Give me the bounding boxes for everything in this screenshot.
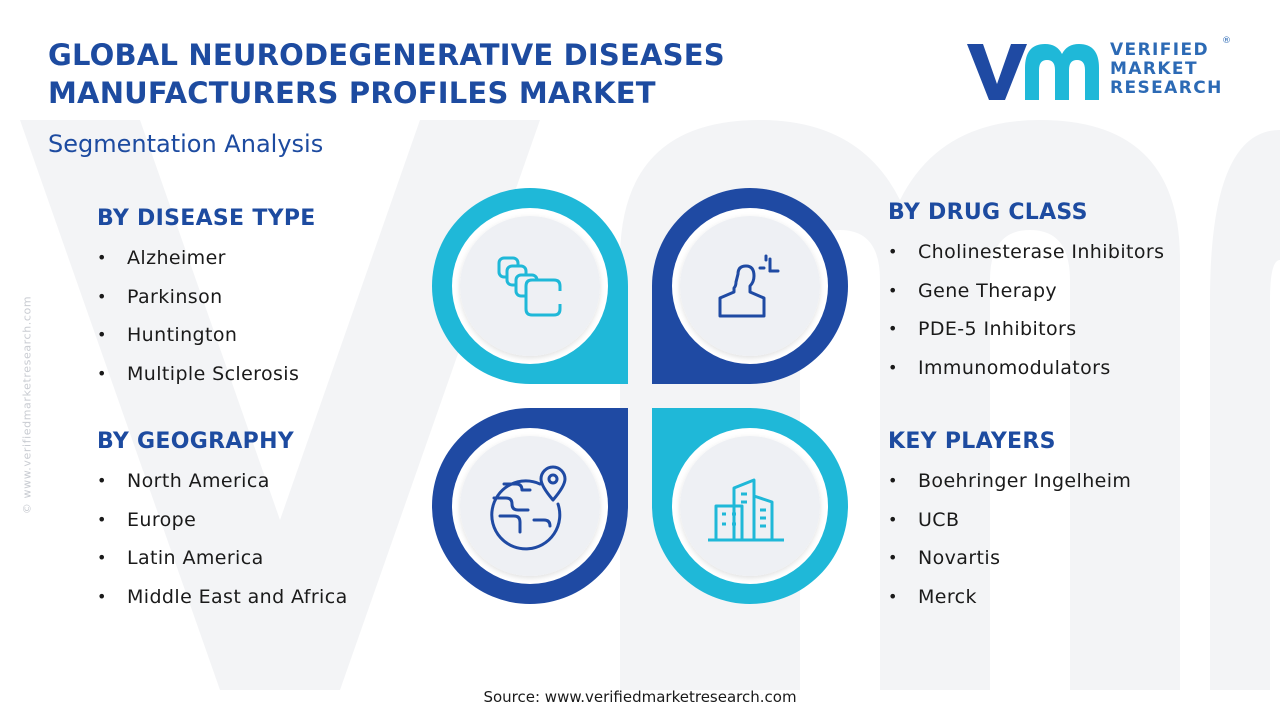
source-label: Source: [483, 688, 541, 706]
verified-market-research-logo: VERIFIED MARKET RESEARCH ® [965, 36, 1235, 104]
bullet-icon: • [888, 509, 898, 529]
list-item-label: Novartis [918, 547, 1001, 569]
vmr-logo-mark-icon [967, 44, 1099, 100]
bullet-icon: • [97, 548, 107, 567]
segment-geography: BY GEOGRAPHY • North America • Europe • Lat… [97, 429, 348, 616]
segment-list: • Cholinesterase Inhibitors • Gene Therapy… [888, 233, 1164, 387]
list-item: • Novartis [888, 539, 1131, 578]
list-item-label: UCB [918, 508, 960, 531]
bullet-icon: • [97, 248, 107, 267]
city-buildings-icon [708, 478, 784, 542]
quadrant-bottom-right [652, 408, 848, 604]
list-item: • Huntington [97, 316, 316, 355]
page-title-line-2: MANUFACTURERS PROFILES MARKET [48, 76, 656, 110]
source-footer: Source: www.verifiedmarketresearch.com [0, 688, 1280, 706]
list-item-label: Boehringer Ingelheim [918, 470, 1132, 492]
list-item-label: Multiple Sclerosis [127, 362, 300, 385]
list-item: • Gene Therapy [888, 272, 1164, 311]
list-item: • Europe [97, 501, 348, 540]
list-item-label: Parkinson [127, 285, 223, 308]
list-item: • Merck [888, 578, 1131, 617]
list-item-label: Merck [918, 585, 977, 608]
quadrant-top-right [652, 188, 848, 384]
list-item: • Boehringer Ingelheim [888, 462, 1131, 501]
bullet-icon: • [888, 357, 898, 377]
list-item-label: Latin America [127, 547, 264, 569]
bullet-icon: • [97, 286, 107, 306]
bullet-icon: • [888, 242, 898, 261]
bullet-icon: • [888, 319, 898, 338]
list-item-label: Huntington [127, 324, 238, 346]
list-item-label: Middle East and Africa [127, 585, 348, 608]
segment-list: • North America • Europe • Latin America • M… [97, 462, 348, 616]
list-item-label: Alzheimer [127, 247, 226, 269]
logo-line-2: MARKET [1110, 59, 1198, 79]
quadrant-bottom-left [432, 408, 628, 604]
segment-disease-type: BY DISEASE TYPE • Alzheimer • Parkinson • H… [97, 206, 316, 393]
registered-mark: ® [1222, 36, 1231, 46]
list-item: • UCB [888, 501, 1131, 540]
stacked-layers-icon [497, 256, 562, 317]
bullet-icon: • [97, 471, 107, 490]
bullet-icon: • [888, 471, 898, 490]
person-analysis-icon [718, 254, 780, 318]
list-item: • Immunomodulators [888, 349, 1164, 388]
source-url[interactable]: www.verifiedmarketresearch.com [544, 688, 797, 706]
segment-heading: BY GEOGRAPHY [97, 429, 295, 454]
list-item-label: Cholinesterase Inhibitors [918, 241, 1165, 263]
page-title-line-1: GLOBAL NEURODEGENERATIVE DISEASES [48, 38, 725, 72]
bullet-icon: • [97, 363, 107, 383]
list-item: • Multiple Sclerosis [97, 355, 316, 394]
globe-location-icon [490, 465, 567, 551]
list-item-label: PDE-5 Inhibitors [918, 318, 1077, 340]
list-item-label: Europe [127, 508, 197, 531]
list-item: • Parkinson [97, 278, 316, 317]
segment-drug-class: BY DRUG CLASS • Cholinesterase Inhibitors… [888, 200, 1164, 387]
list-item: • PDE-5 Inhibitors [888, 310, 1164, 349]
segment-list: • Alzheimer • Parkinson • Huntington • Multi… [97, 239, 316, 393]
page-subtitle: Segmentation Analysis [48, 130, 324, 158]
bullet-icon: • [97, 509, 107, 529]
quadrant-top-left [432, 188, 628, 384]
segment-heading: KEY PLAYERS [888, 429, 1056, 454]
logo-wordmark: VERIFIED MARKET RESEARCH [1110, 41, 1223, 98]
logo-line-3: RESEARCH [1110, 78, 1223, 98]
list-item: • Latin America [97, 539, 348, 578]
list-item-label: Immunomodulators [918, 356, 1111, 379]
logo-line-1: VERIFIED [1110, 40, 1210, 60]
bullet-icon: • [97, 325, 107, 344]
page-title: GLOBAL NEURODEGENERATIVE DISEASES MANUFA… [48, 36, 725, 112]
segment-heading: BY DISEASE TYPE [97, 206, 316, 231]
bullet-icon: • [888, 280, 898, 300]
list-item: • Alzheimer [97, 239, 316, 278]
segment-list: • Boehringer Ingelheim • UCB • Novartis • Me… [888, 462, 1131, 616]
list-item: • North America [97, 462, 348, 501]
segment-heading: BY DRUG CLASS [888, 200, 1088, 225]
list-item-label: Gene Therapy [918, 279, 1058, 302]
bullet-icon: • [888, 586, 898, 606]
segment-key-players: KEY PLAYERS • Boehringer Ingelheim • UCB •… [888, 429, 1131, 616]
list-item: • Cholinesterase Inhibitors [888, 233, 1164, 272]
bullet-icon: • [97, 586, 107, 606]
list-item: • Middle East and Africa [97, 578, 348, 617]
bullet-icon: • [888, 548, 898, 567]
list-item-label: North America [127, 470, 270, 492]
